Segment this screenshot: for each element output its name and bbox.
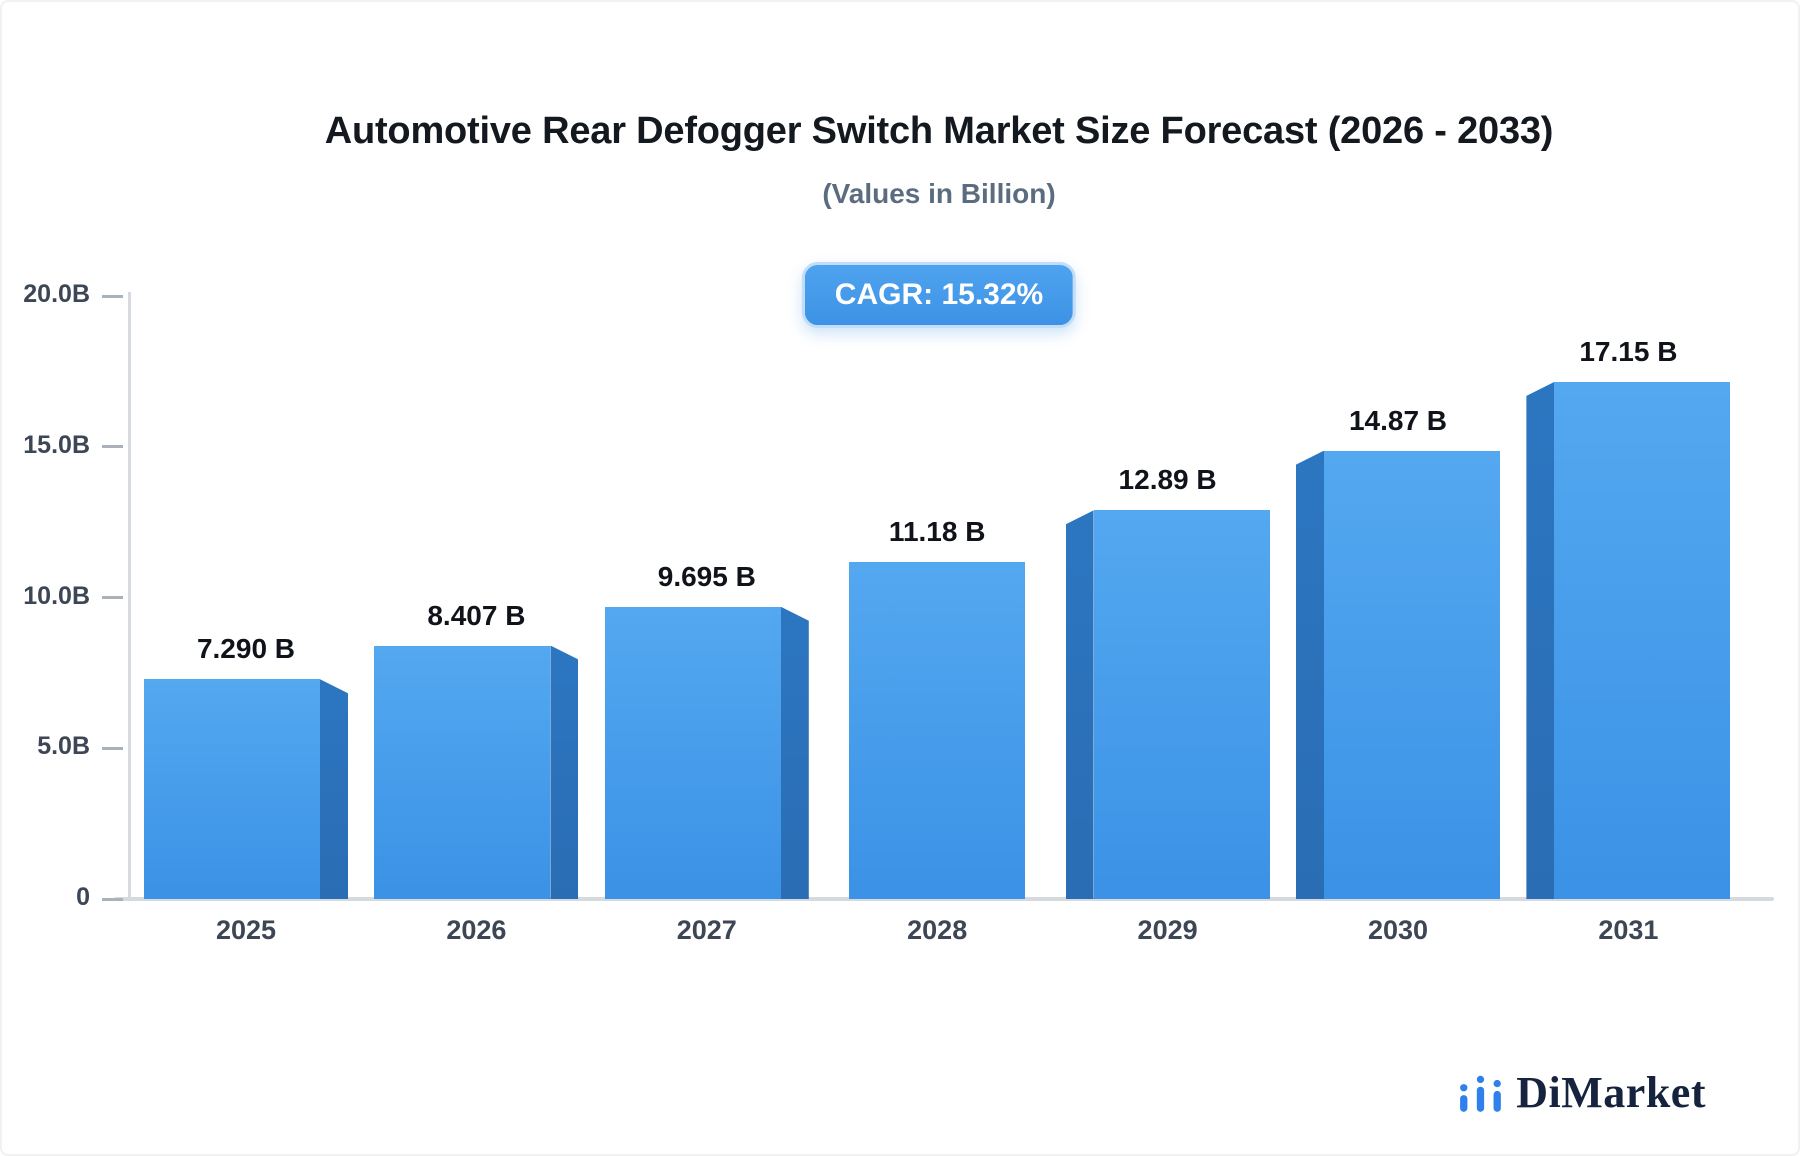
y-tick-dash	[102, 596, 123, 599]
bar-face	[144, 679, 320, 899]
x-axis-label: 2026	[446, 915, 507, 945]
x-axis-label: 2028	[907, 915, 968, 945]
bar-face	[1093, 510, 1270, 899]
bar	[849, 561, 1026, 899]
bar-face	[849, 561, 1026, 899]
bar-chart-logo-icon	[1458, 1072, 1504, 1114]
bar-face	[1554, 381, 1731, 899]
y-tick-dash	[102, 294, 123, 298]
bar-face	[1324, 450, 1500, 899]
bar-side-face	[1526, 381, 1555, 899]
bar-side-face	[320, 679, 348, 899]
y-tick-dash	[102, 897, 123, 901]
bar-side-face	[1065, 510, 1094, 899]
y-tick-label: 5.0B	[37, 732, 90, 761]
x-axis-label: 2025	[215, 915, 277, 945]
chart-title: Automotive Rear Defogger Switch Market S…	[324, 110, 1554, 152]
bar-value-label: 8.407 B	[427, 599, 526, 631]
x-axis-label: 2031	[1598, 915, 1659, 945]
bar-value-label: 11.18 B	[888, 515, 986, 547]
bar	[604, 606, 809, 899]
y-tick-label: 15.0B	[23, 430, 90, 459]
x-axis-line	[114, 897, 1774, 901]
x-axis-label: 2027	[676, 915, 737, 945]
logo-text: DiMarket	[1516, 1068, 1706, 1117]
bar-face	[374, 645, 551, 899]
bar-side-face	[550, 645, 579, 899]
bar-value-label: 12.89 B	[1118, 464, 1217, 496]
y-tick-dash	[102, 445, 123, 449]
bar-value-label: 17.15 B	[1579, 335, 1678, 367]
bar-face	[604, 606, 781, 899]
x-axis-label: 2030	[1367, 915, 1429, 945]
bar	[374, 645, 579, 899]
y-tick-label: 10.0B	[23, 581, 90, 610]
cagr-badge: CAGR: 15.32%	[801, 262, 1077, 328]
bar	[1526, 381, 1731, 899]
bar	[144, 679, 348, 899]
bar-value-label: 14.87 B	[1348, 404, 1448, 436]
bar-value-label: 9.695 B	[657, 560, 756, 592]
chart-subtitle: (Values in Billion)	[822, 178, 1056, 209]
y-tick-label: 0	[76, 883, 90, 911]
y-tick-dash	[102, 746, 123, 750]
bar	[1296, 450, 1500, 899]
bar-value-label: 7.290 B	[196, 633, 296, 665]
y-axis-line	[128, 292, 131, 901]
x-axis-label: 2029	[1137, 915, 1198, 945]
bar	[1065, 510, 1270, 899]
bar-side-face	[780, 606, 809, 899]
bar-side-face	[1296, 450, 1324, 899]
y-tick-label: 20.0B	[23, 280, 90, 308]
logo: DiMarket	[1458, 1067, 1706, 1118]
